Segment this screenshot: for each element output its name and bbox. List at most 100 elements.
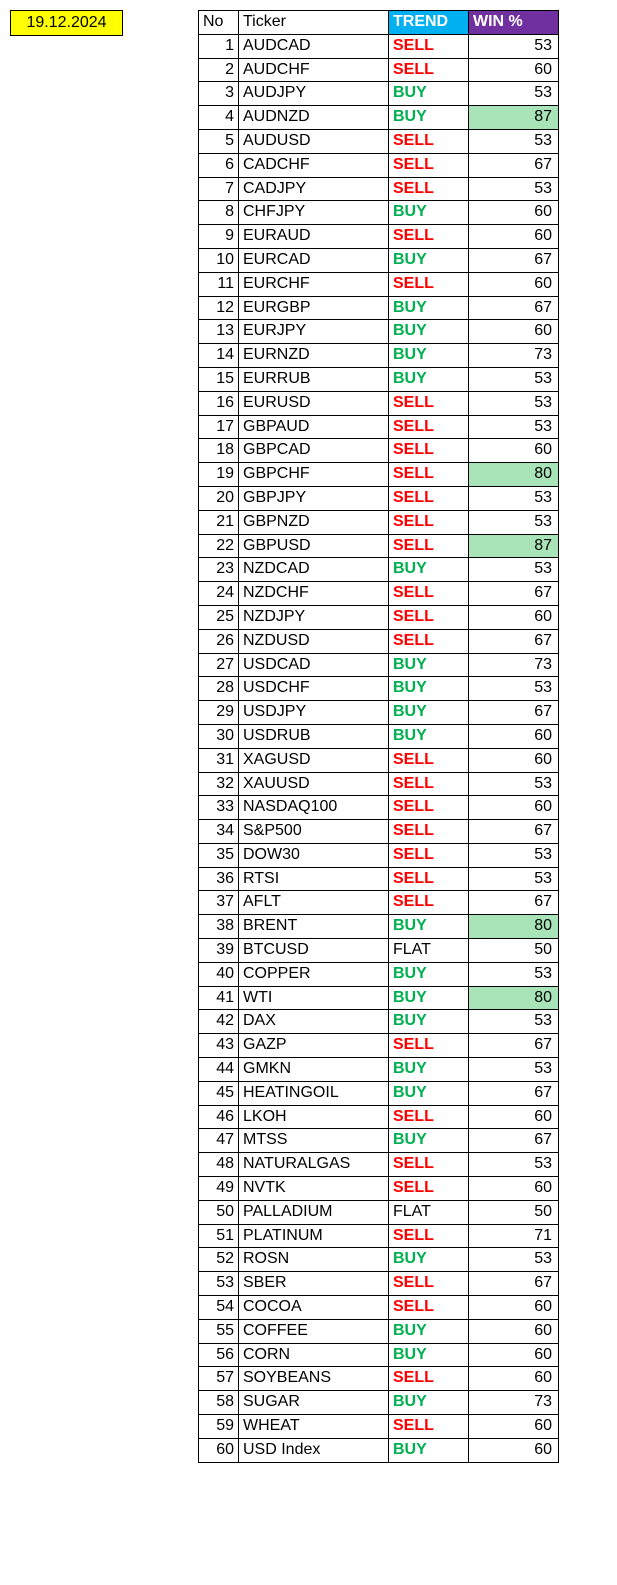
cell-no: 15 — [199, 367, 239, 391]
cell-win: 80 — [469, 986, 559, 1010]
cell-trend: BUY — [389, 1438, 469, 1462]
header-trend: TREND — [389, 11, 469, 35]
cell-no: 35 — [199, 843, 239, 867]
cell-ticker: LKOH — [239, 1105, 389, 1129]
cell-trend: BUY — [389, 201, 469, 225]
table-row: 51PLATINUMSELL71 — [199, 1224, 559, 1248]
table-row: 43GAZPSELL67 — [199, 1034, 559, 1058]
cell-ticker: RTSI — [239, 867, 389, 891]
cell-trend: BUY — [389, 1319, 469, 1343]
cell-ticker: GBPJPY — [239, 486, 389, 510]
cell-trend: SELL — [389, 1415, 469, 1439]
table-row: 56CORNBUY60 — [199, 1343, 559, 1367]
table-row: 46LKOHSELL60 — [199, 1105, 559, 1129]
cell-ticker: GBPAUD — [239, 415, 389, 439]
table-row: 31XAGUSDSELL60 — [199, 748, 559, 772]
table-row: 5AUDUSDSELL53 — [199, 129, 559, 153]
table-row: 38BRENTBUY80 — [199, 915, 559, 939]
table-row: 28USDCHFBUY53 — [199, 677, 559, 701]
cell-trend: BUY — [389, 248, 469, 272]
cell-win: 67 — [469, 891, 559, 915]
cell-no: 54 — [199, 1296, 239, 1320]
cell-win: 73 — [469, 653, 559, 677]
cell-win: 67 — [469, 153, 559, 177]
cell-ticker: EURRUB — [239, 367, 389, 391]
table-row: 48NATURALGASSELL53 — [199, 1153, 559, 1177]
cell-ticker: ROSN — [239, 1248, 389, 1272]
cell-trend: SELL — [389, 34, 469, 58]
cell-ticker: PLATINUM — [239, 1224, 389, 1248]
cell-ticker: DAX — [239, 1010, 389, 1034]
cell-win: 67 — [469, 820, 559, 844]
table-row: 6CADCHFSELL67 — [199, 153, 559, 177]
cell-trend: BUY — [389, 1058, 469, 1082]
cell-win: 53 — [469, 1248, 559, 1272]
cell-win: 53 — [469, 867, 559, 891]
table-row: 11EURCHFSELL60 — [199, 272, 559, 296]
table-header-row: No Ticker TREND WIN % — [199, 11, 559, 35]
cell-trend: SELL — [389, 891, 469, 915]
header-ticker: Ticker — [239, 11, 389, 35]
cell-trend: SELL — [389, 129, 469, 153]
cell-no: 10 — [199, 248, 239, 272]
cell-no: 46 — [199, 1105, 239, 1129]
table-row: 53SBERSELL67 — [199, 1272, 559, 1296]
cell-win: 53 — [469, 34, 559, 58]
cell-no: 21 — [199, 510, 239, 534]
cell-win: 53 — [469, 1153, 559, 1177]
table-row: 33NASDAQ100SELL60 — [199, 796, 559, 820]
cell-ticker: USDCHF — [239, 677, 389, 701]
table-row: 14EURNZDBUY73 — [199, 344, 559, 368]
cell-no: 8 — [199, 201, 239, 225]
cell-ticker: COCOA — [239, 1296, 389, 1320]
cell-no: 22 — [199, 534, 239, 558]
cell-win: 60 — [469, 1415, 559, 1439]
cell-ticker: CORN — [239, 1343, 389, 1367]
table-row: 3AUDJPYBUY53 — [199, 82, 559, 106]
cell-ticker: EURCHF — [239, 272, 389, 296]
cell-win: 67 — [469, 1034, 559, 1058]
cell-trend: SELL — [389, 772, 469, 796]
cell-no: 3 — [199, 82, 239, 106]
cell-no: 57 — [199, 1367, 239, 1391]
cell-trend: BUY — [389, 724, 469, 748]
table-row: 34S&P500SELL67 — [199, 820, 559, 844]
cell-ticker: COFFEE — [239, 1319, 389, 1343]
cell-ticker: EURNZD — [239, 344, 389, 368]
cell-ticker: SUGAR — [239, 1391, 389, 1415]
cell-win: 60 — [469, 1105, 559, 1129]
cell-win: 67 — [469, 248, 559, 272]
table-row: 30USDRUBBUY60 — [199, 724, 559, 748]
cell-no: 50 — [199, 1200, 239, 1224]
table-row: 58SUGARBUY73 — [199, 1391, 559, 1415]
table-row: 12EURGBPBUY67 — [199, 296, 559, 320]
cell-win: 73 — [469, 344, 559, 368]
table-row: 4AUDNZDBUY87 — [199, 106, 559, 130]
cell-no: 13 — [199, 320, 239, 344]
cell-ticker: CADCHF — [239, 153, 389, 177]
cell-no: 18 — [199, 439, 239, 463]
cell-no: 30 — [199, 724, 239, 748]
cell-trend: BUY — [389, 82, 469, 106]
table-row: 16EURUSDSELL53 — [199, 391, 559, 415]
cell-win: 53 — [469, 415, 559, 439]
table-row: 52ROSNBUY53 — [199, 1248, 559, 1272]
cell-win: 67 — [469, 629, 559, 653]
cell-ticker: GBPNZD — [239, 510, 389, 534]
cell-win: 53 — [469, 772, 559, 796]
cell-win: 53 — [469, 843, 559, 867]
cell-win: 53 — [469, 82, 559, 106]
cell-ticker: SBER — [239, 1272, 389, 1296]
cell-win: 60 — [469, 1296, 559, 1320]
cell-win: 60 — [469, 1438, 559, 1462]
table-row: 24NZDCHFSELL67 — [199, 582, 559, 606]
cell-win: 67 — [469, 1129, 559, 1153]
cell-trend: BUY — [389, 915, 469, 939]
cell-trend: BUY — [389, 986, 469, 1010]
cell-no: 48 — [199, 1153, 239, 1177]
cell-ticker: USDCAD — [239, 653, 389, 677]
table-row: 2AUDCHFSELL60 — [199, 58, 559, 82]
cell-ticker: MTSS — [239, 1129, 389, 1153]
cell-no: 42 — [199, 1010, 239, 1034]
cell-ticker: PALLADIUM — [239, 1200, 389, 1224]
